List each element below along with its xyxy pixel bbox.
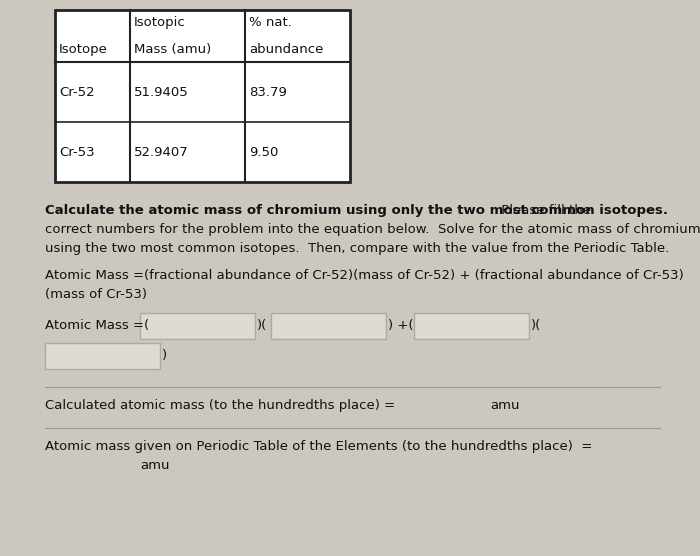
Text: (mass of Cr-53): (mass of Cr-53) <box>45 288 147 301</box>
Bar <box>140 313 255 339</box>
Bar <box>55 10 350 182</box>
Bar <box>45 343 160 369</box>
Text: Calculated atomic mass (to the hundredths place) =: Calculated atomic mass (to the hundredth… <box>45 399 395 412</box>
Text: ): ) <box>162 350 167 363</box>
Text: 9.50: 9.50 <box>249 146 279 158</box>
Text: abundance: abundance <box>249 43 323 56</box>
Text: Calculate the atomic mass of chromium using only the two most common isotopes.: Calculate the atomic mass of chromium us… <box>45 204 668 217</box>
Text: 83.79: 83.79 <box>249 86 287 98</box>
Text: Cr-52: Cr-52 <box>59 86 94 98</box>
Text: % nat.: % nat. <box>249 16 292 29</box>
Text: correct numbers for the problem into the equation below.  Solve for the atomic m: correct numbers for the problem into the… <box>45 223 700 236</box>
Text: ) +(: ) +( <box>388 320 414 332</box>
Text: 51.9405: 51.9405 <box>134 86 189 98</box>
Text: Atomic Mass =(: Atomic Mass =( <box>45 320 149 332</box>
Bar <box>271 313 386 339</box>
Text: )(: )( <box>531 320 541 332</box>
Text: Isotope: Isotope <box>59 43 108 56</box>
Text: Atomic mass given on Periodic Table of the Elements (to the hundredths place)  =: Atomic mass given on Periodic Table of t… <box>45 440 592 453</box>
Text: Isotopic: Isotopic <box>134 16 186 29</box>
Text: Mass (amu): Mass (amu) <box>134 43 211 56</box>
Text: using the two most common isotopes.  Then, compare with the value from the Perio: using the two most common isotopes. Then… <box>45 242 669 255</box>
Text: )(: )( <box>257 320 267 332</box>
Text: Please fill the: Please fill the <box>497 204 591 217</box>
Text: amu: amu <box>140 459 169 472</box>
Text: amu: amu <box>490 399 519 412</box>
Bar <box>414 313 529 339</box>
Text: Atomic Mass =(fractional abundance of Cr-52)(mass of Cr-52) + (fractional abunda: Atomic Mass =(fractional abundance of Cr… <box>45 269 684 282</box>
Text: Cr-53: Cr-53 <box>59 146 94 158</box>
Text: 52.9407: 52.9407 <box>134 146 189 158</box>
